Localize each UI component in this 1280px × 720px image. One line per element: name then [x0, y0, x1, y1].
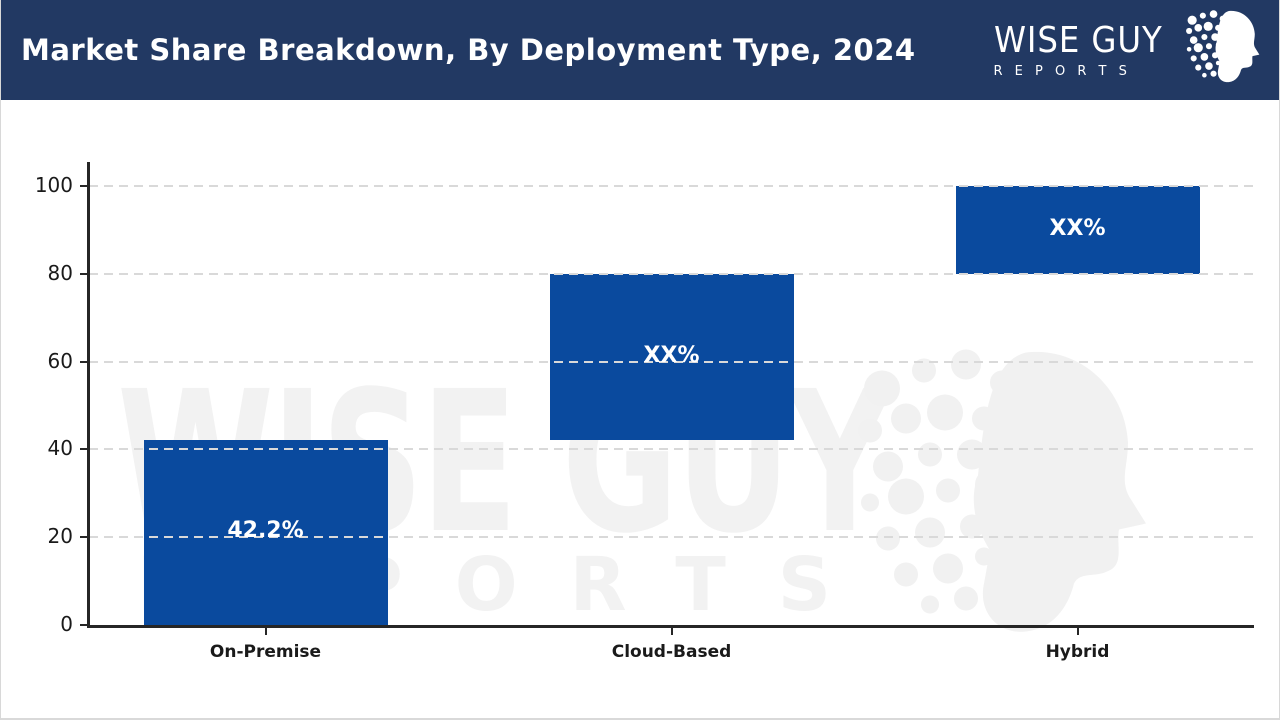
y-tick-label: 40	[47, 436, 73, 461]
page-title: Market Share Breakdown, By Deployment Ty…	[21, 33, 916, 67]
y-tick-label: 80	[47, 260, 73, 285]
dotted-head-logo-icon	[1183, 7, 1267, 93]
bar	[143, 439, 388, 625]
y-tick	[80, 536, 89, 539]
logo-text: WISE GUY R E P O R T S	[993, 19, 1182, 79]
x-category-label: Hybrid	[1045, 642, 1110, 662]
x-tick	[1076, 628, 1079, 635]
x-category-label: On-Premise	[209, 642, 322, 662]
header-bar: Market Share Breakdown, By Deployment Ty…	[1, 0, 1279, 100]
logo-wordmark: WISE GUY	[993, 19, 1163, 61]
y-axis-line	[87, 162, 90, 628]
x-tick	[670, 628, 673, 635]
bar-value-label: XX%	[643, 342, 700, 368]
y-tick	[80, 448, 89, 451]
gridline	[89, 360, 1254, 363]
gridline	[89, 185, 1254, 187]
bar-value-label: XX%	[1049, 215, 1106, 241]
chart-area: WISE GUY REPORTS 42.2% On-Premise XX% Cloud…	[1, 100, 1279, 718]
x-axis-line	[87, 625, 1254, 628]
logo-subtext: R E P O R T S	[993, 63, 1131, 79]
y-tick-label: 100	[34, 173, 73, 197]
gridline	[89, 448, 1254, 451]
bar-chart: 42.2% On-Premise XX% Cloud-Based XX% Hybrid 0 2…	[1, 100, 1279, 718]
bar-value-label: 42.2%	[227, 518, 304, 544]
brand-logo: WISE GUY R E P O R T S	[994, 7, 1268, 93]
bar	[955, 186, 1200, 274]
gridline	[89, 272, 1254, 275]
y-tick	[80, 624, 89, 626]
x-tick	[264, 628, 267, 635]
bar	[549, 273, 794, 440]
y-tick-label: 60	[47, 348, 73, 373]
gridline	[89, 536, 1254, 539]
y-tick	[80, 360, 89, 363]
y-tick	[80, 272, 89, 275]
x-category-label: Cloud-Based	[611, 642, 732, 662]
y-tick	[80, 185, 89, 187]
y-tick-label: 0	[60, 612, 73, 636]
y-tick-label: 20	[47, 524, 73, 549]
